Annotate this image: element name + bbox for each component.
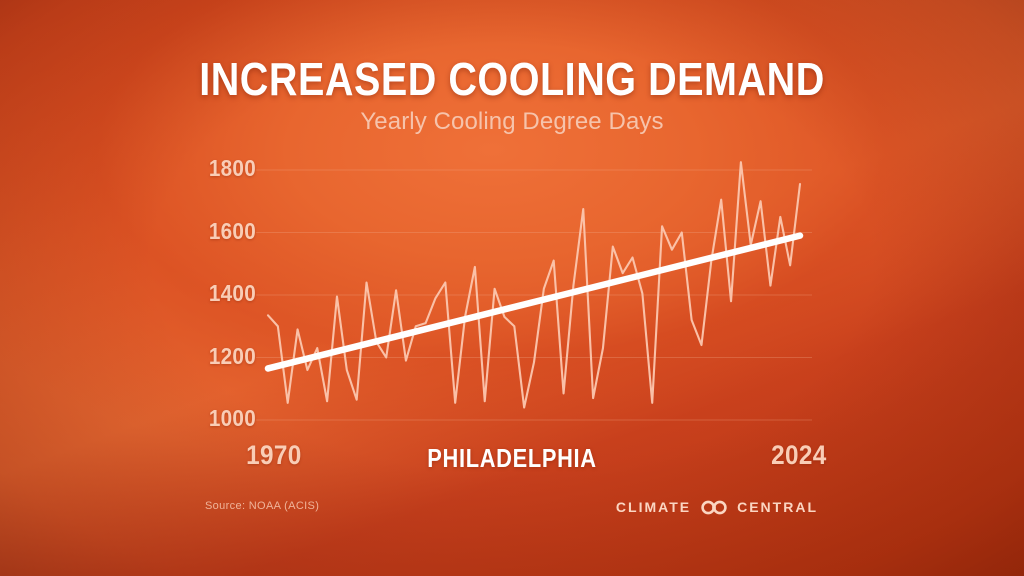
chart-header: INCREASED COOLING DEMAND Yearly Cooling … xyxy=(0,54,1024,136)
y-axis-tick-label: 1800 xyxy=(208,155,256,181)
location-label: PHILADELPHIA xyxy=(427,443,597,473)
data-series-line xyxy=(266,161,802,409)
x-axis-end-year: 2024 xyxy=(771,440,827,470)
gridlines xyxy=(256,169,812,421)
trend-line xyxy=(264,232,804,372)
climate-central-logo: CLIMATE CENTRAL xyxy=(616,499,818,515)
y-axis-tick-label: 1400 xyxy=(208,280,256,306)
brand-name-second: CENTRAL xyxy=(737,499,818,515)
page-title: INCREASED COOLING DEMAND xyxy=(199,53,825,105)
interlocking-rings-icon xyxy=(701,500,727,514)
chart-subtitle: Yearly Cooling Degree Days xyxy=(360,108,664,135)
y-axis-tick-label: 1600 xyxy=(208,217,256,244)
brand-name-first: CLIMATE xyxy=(615,499,692,515)
y-axis: 1000 1200 1400 1600 1800 xyxy=(190,0,256,576)
y-axis-tick-label: 1200 xyxy=(208,342,256,369)
x-axis-start-year: 1970 xyxy=(246,440,302,470)
source-attribution: Source: NOAA (ACIS) xyxy=(205,500,320,512)
y-axis-tick-label: 1000 xyxy=(208,405,256,431)
x-axis: 1970 PHILADELPHIA 2024 xyxy=(0,440,1024,480)
